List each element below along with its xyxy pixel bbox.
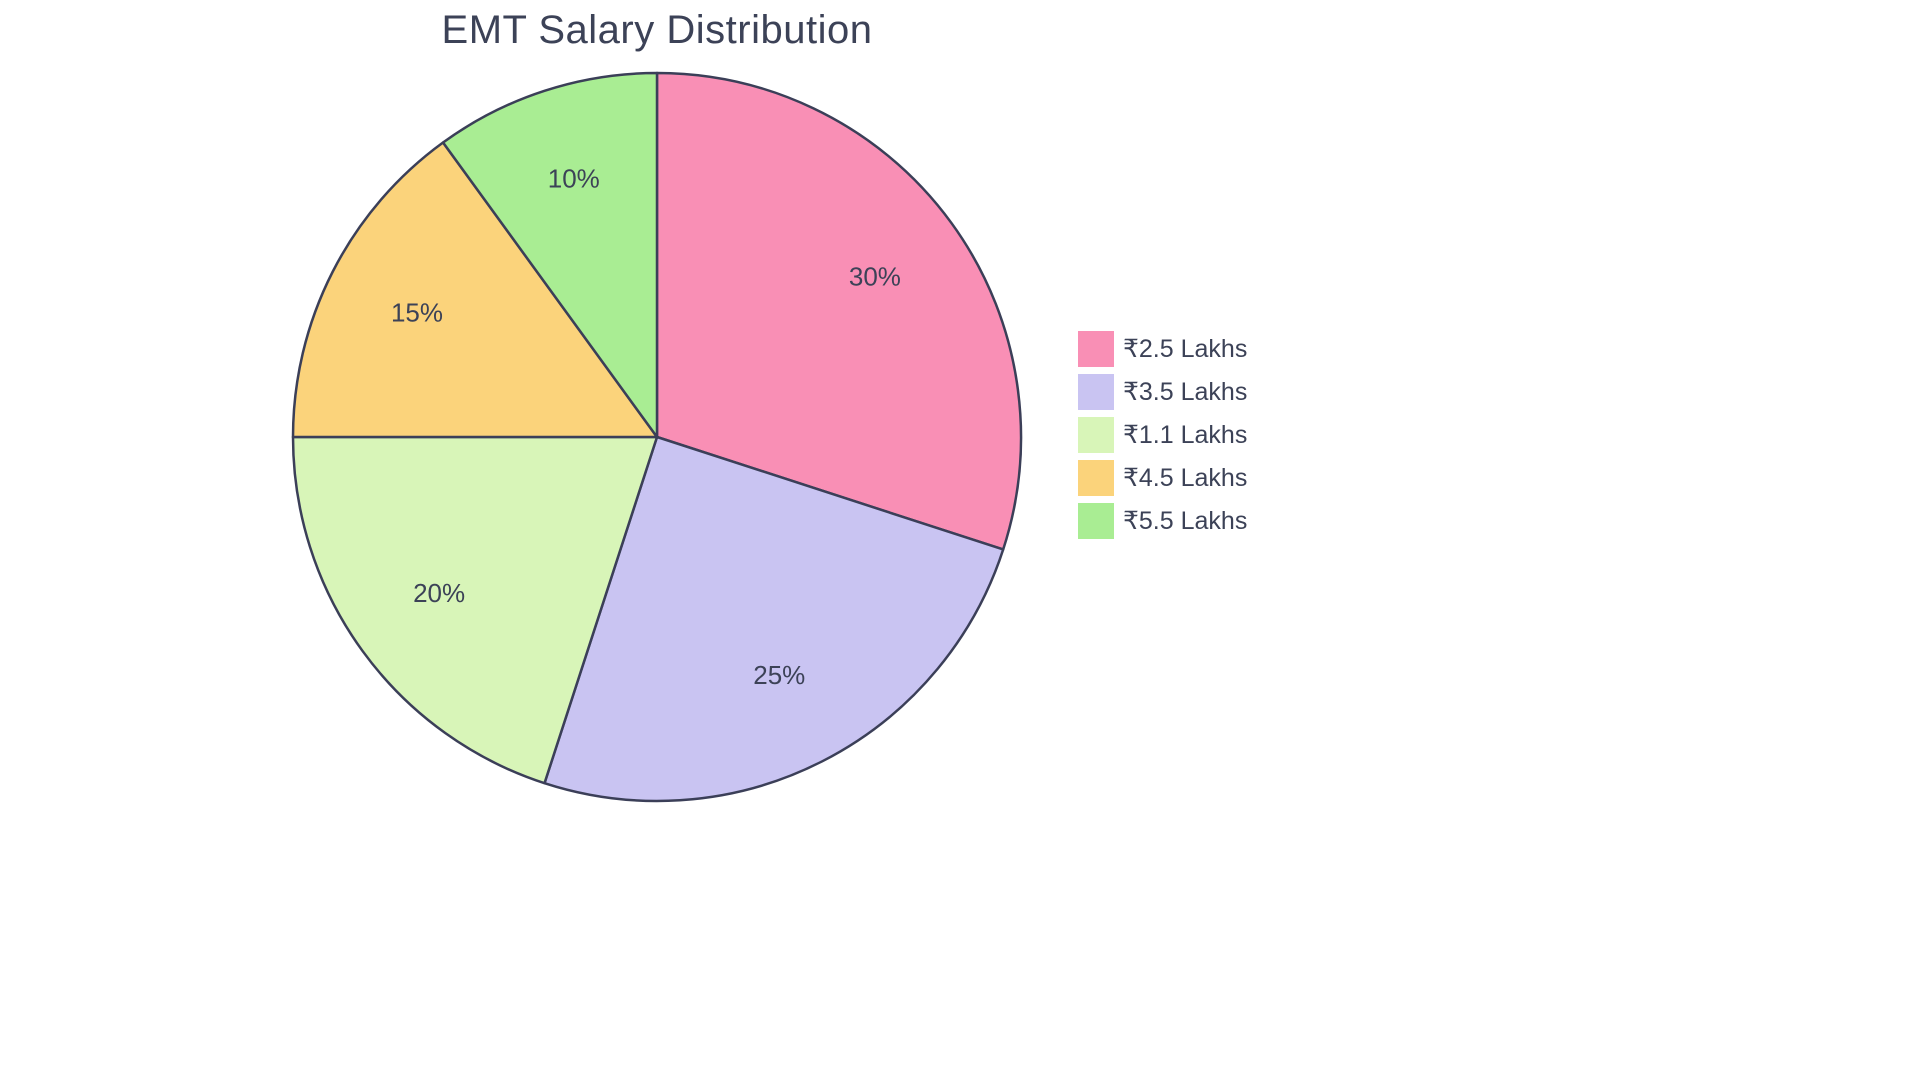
pie-slice-2.5-lakhs [655,71,1023,551]
pie-slice-5.5-lakhs [441,71,659,439]
legend-item: ₹4.5 Lakhs [1078,460,1247,496]
legend-item: ₹5.5 Lakhs [1078,503,1247,539]
pie-slice-4.5-lakhs [291,141,659,439]
legend-item: ₹2.5 Lakhs [1078,331,1247,367]
legend: ₹2.5 Lakhs ₹3.5 Lakhs ₹1.1 Lakhs ₹4.5 Lakhs… [1078,331,1247,539]
legend-swatch [1078,331,1114,367]
chart-title: EMT Salary Distribution [441,8,873,52]
pie-slice-percent-label-2.5-lakhs: 30% [849,262,901,292]
pie-slice-1.1-lakhs [291,435,659,785]
legend-label: ₹1.1 Lakhs [1123,421,1248,449]
legend-label: ₹2.5 Lakhs [1123,335,1248,363]
legend-label: ₹5.5 Lakhs [1123,507,1248,535]
legend-swatch [1078,374,1114,410]
pie-slice-percent-label-3.5-lakhs: 25% [753,660,805,690]
pie-slice-3.5-lakhs [543,435,1005,803]
legend-swatch [1078,460,1114,496]
legend-item: ₹3.5 Lakhs [1078,374,1247,410]
legend-item: ₹1.1 Lakhs [1078,417,1247,453]
pie-slice-percent-label-4.5-lakhs: 15% [391,298,443,328]
legend-label: ₹4.5 Lakhs [1123,464,1248,492]
legend-label: ₹3.5 Lakhs [1123,378,1248,406]
legend-swatch [1078,503,1114,539]
pie-slice-percent-label-5.5-lakhs: 10% [548,164,600,194]
pie-slice-percent-label-1.1-lakhs: 20% [413,578,465,608]
legend-swatch [1078,417,1114,453]
